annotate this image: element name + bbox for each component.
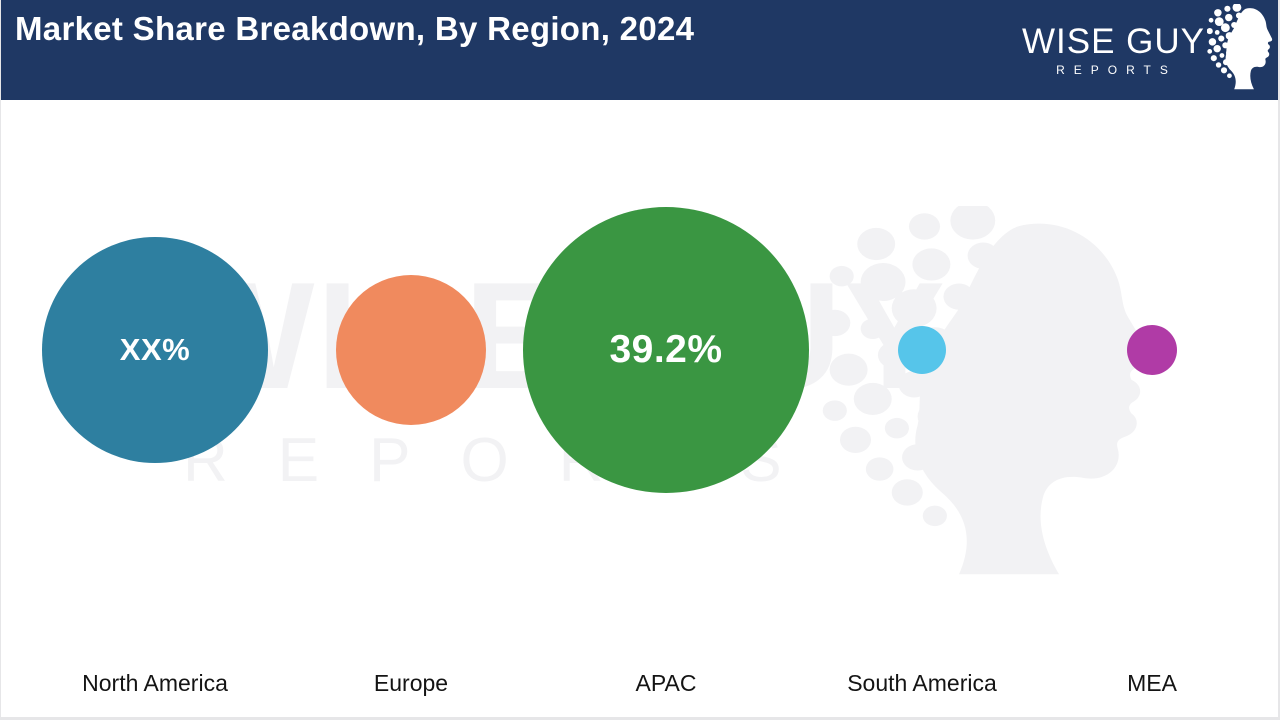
logo-text: WISE GUY REPORTS xyxy=(1022,24,1205,77)
header-bar: Market Share Breakdown, By Region, 2024 … xyxy=(1,0,1278,100)
bubble-north-america: XX% xyxy=(42,237,268,463)
watermark-head-icon xyxy=(821,206,1166,591)
category-label-south-america: South America xyxy=(847,670,997,696)
wise-guy-logo: WISE GUY REPORTS xyxy=(1022,4,1275,96)
category-label-europe: Europe xyxy=(373,670,449,696)
bubble-south-america xyxy=(898,326,946,374)
chart-area: WISE GUY REPORTS XX%North AmericaEurope3… xyxy=(1,100,1278,717)
logo-tagline: REPORTS xyxy=(1056,62,1177,77)
bubble-mea xyxy=(1127,325,1177,375)
bubble-europe xyxy=(336,275,486,425)
bubble-apac: 39.2% xyxy=(523,207,809,493)
bubble-value-label-apac: 39.2% xyxy=(609,328,723,371)
wise-guy-head-icon xyxy=(1207,4,1275,97)
category-label-mea: MEA xyxy=(1127,670,1177,696)
bubble-value-label-north-america: XX% xyxy=(119,332,191,367)
logo-name: WISE GUY xyxy=(1021,21,1205,61)
category-label-apac: APAC xyxy=(635,670,697,696)
category-label-north-america: North America xyxy=(82,670,228,696)
page-title: Market Share Breakdown, By Region, 2024 xyxy=(15,10,695,47)
